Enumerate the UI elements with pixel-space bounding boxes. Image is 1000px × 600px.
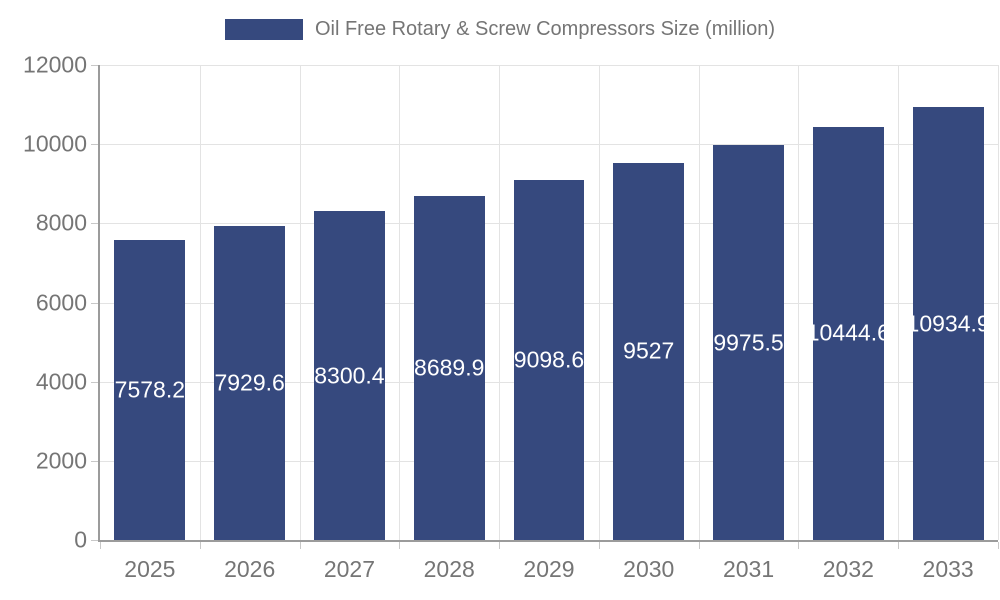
gridline-vertical xyxy=(199,65,201,540)
legend-label: Oil Free Rotary & Screw Compressors Size… xyxy=(314,18,776,40)
x-axis-tick-mark xyxy=(499,542,501,549)
plot-area: 0 2000 4000 6000 8000 10000 12000 7578.2 2025 792… xyxy=(23,52,999,582)
legend[interactable]: Oil Free Rotary & Screw Compressors Size… xyxy=(0,18,1000,41)
y-axis-tick-mark xyxy=(91,381,98,383)
x-axis-tick-label: 2028 xyxy=(423,556,475,582)
y-axis-tick-label: 12000 xyxy=(23,51,87,78)
gridline-vertical xyxy=(898,65,900,540)
y-axis-tick-label: 6000 xyxy=(35,289,87,315)
x-axis-tick-mark xyxy=(100,542,101,549)
gridline-vertical xyxy=(598,65,600,540)
y-axis-tick-label: 8000 xyxy=(35,209,87,236)
y-axis-tick-mark xyxy=(91,144,98,146)
bar-value-label: 9527 xyxy=(623,337,675,364)
y-axis-tick-label: 2000 xyxy=(35,447,87,474)
bar-2032: 10444.6 xyxy=(812,126,884,540)
x-axis-tick-label: 2026 xyxy=(224,556,276,582)
x-axis-tick-label: 2033 xyxy=(922,556,974,582)
x-axis-tick-label: 2027 xyxy=(323,556,376,582)
x-axis-tick-mark xyxy=(299,542,301,549)
bar-value-label: 9975.5 xyxy=(713,329,784,356)
bar-value-label: 8689.9 xyxy=(414,354,485,381)
y-axis-tick-label: 4000 xyxy=(35,368,87,395)
x-axis-tick-mark xyxy=(598,542,600,549)
y-axis-tick-mark xyxy=(91,302,98,304)
bar-value-label: 10444.6 xyxy=(812,319,884,346)
bar-2033: 10934.9 xyxy=(912,107,984,540)
bar-value-label: 7929.6 xyxy=(214,369,285,396)
gridline-horizontal xyxy=(100,144,998,146)
x-axis-tick-label: 2025 xyxy=(124,556,176,582)
y-axis-tick-label: 0 xyxy=(74,526,87,553)
x-axis-tick-label: 2032 xyxy=(822,556,874,582)
gridline-vertical xyxy=(299,65,301,540)
bar-value-label: 8300.4 xyxy=(314,362,385,389)
gridline-vertical xyxy=(698,65,700,540)
x-axis-tick-mark xyxy=(898,542,900,549)
gridline-horizontal xyxy=(100,65,998,66)
bar-2029: 9098.6 xyxy=(513,179,585,540)
x-axis-tick-mark xyxy=(998,542,999,549)
y-axis-tick-label: 10000 xyxy=(23,130,87,157)
bar-2031: 9975.5 xyxy=(713,145,784,540)
bar-2026: 7929.6 xyxy=(214,226,286,540)
y-axis-tick-mark xyxy=(91,223,98,225)
y-axis-tick-mark xyxy=(91,460,98,462)
bar-value-label: 9098.6 xyxy=(513,346,585,373)
x-axis-tick-mark xyxy=(798,542,800,549)
x-axis-tick-mark xyxy=(698,542,700,549)
x-axis-tick-mark xyxy=(399,542,401,549)
bar-2027: 8300.4 xyxy=(314,211,385,540)
gridline-vertical xyxy=(399,65,401,540)
bar-value-label: 10934.9 xyxy=(912,310,984,337)
gridline-vertical xyxy=(998,65,999,540)
x-axis-tick-mark xyxy=(199,542,201,549)
bar-value-label: 7578.2 xyxy=(114,376,186,403)
bar-2030: 9527 xyxy=(613,162,685,540)
x-axis-tick-label: 2030 xyxy=(623,556,675,582)
x-axis-tick-label: 2031 xyxy=(722,556,775,582)
bar-2025: 7578.2 xyxy=(114,240,186,540)
x-axis-tick-label: 2029 xyxy=(523,556,575,582)
bar-2028: 8689.9 xyxy=(413,196,485,540)
gridline-vertical xyxy=(499,65,501,540)
legend-swatch xyxy=(224,19,303,40)
gridline-vertical xyxy=(798,65,800,540)
y-axis-tick-mark xyxy=(91,540,98,541)
y-axis-tick-mark xyxy=(91,65,98,66)
